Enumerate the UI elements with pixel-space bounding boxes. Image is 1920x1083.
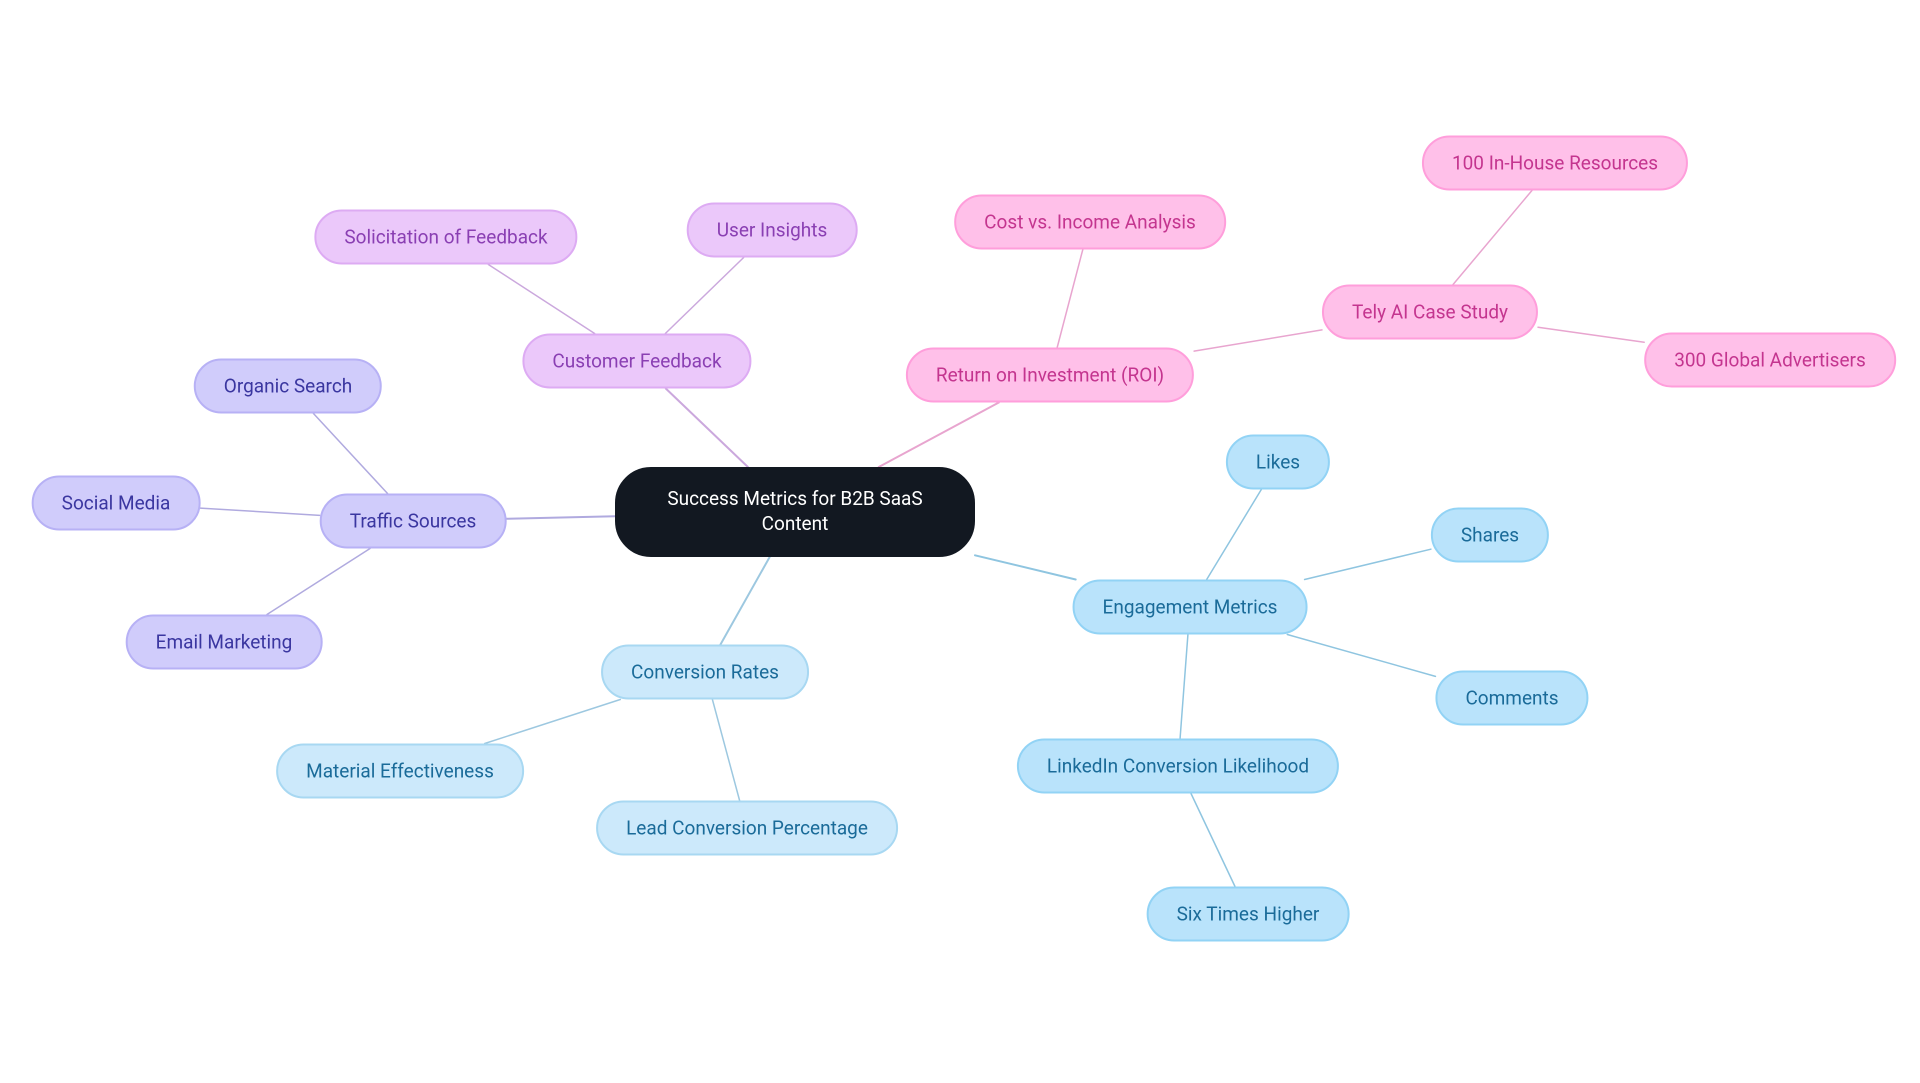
edge-conversion-leadconv — [712, 700, 739, 801]
node-email: Email Marketing — [126, 615, 323, 670]
edge-tely-advertisers — [1538, 327, 1644, 342]
node-cost: Cost vs. Income Analysis — [954, 195, 1226, 250]
node-insights: User Insights — [687, 203, 858, 258]
edge-root-conversion — [720, 557, 769, 645]
node-shares: Shares — [1431, 508, 1549, 563]
edge-engagement-shares — [1305, 549, 1431, 579]
edge-traffic-email — [267, 549, 370, 615]
node-sixtimes: Six Times Higher — [1147, 887, 1350, 942]
node-tely: Tely AI Case Study — [1322, 285, 1538, 340]
edge-traffic-social — [200, 508, 319, 515]
node-social: Social Media — [32, 476, 201, 531]
node-leadconv: Lead Conversion Percentage — [596, 801, 898, 856]
node-traffic: Traffic Sources — [320, 494, 507, 549]
edge-engagement-linkedin — [1180, 635, 1188, 739]
node-linkedin: LinkedIn Conversion Likelihood — [1017, 739, 1339, 794]
edge-conversion-mateff — [485, 700, 621, 744]
node-feedback: Customer Feedback — [522, 334, 751, 389]
node-engagement: Engagement Metrics — [1073, 580, 1308, 635]
node-advertisers: 300 Global Advertisers — [1644, 333, 1896, 388]
edge-root-engagement — [975, 555, 1076, 579]
edge-root-roi — [879, 403, 999, 468]
node-likes: Likes — [1226, 435, 1330, 490]
edge-engagement-comments — [1287, 635, 1435, 677]
edge-tely-inhouse — [1453, 191, 1532, 285]
edge-engagement-likes — [1207, 490, 1262, 580]
node-organic: Organic Search — [194, 359, 382, 414]
edge-root-feedback — [666, 389, 748, 468]
edge-root-traffic — [506, 516, 615, 519]
node-comments: Comments — [1435, 671, 1588, 726]
node-conversion: Conversion Rates — [601, 645, 809, 700]
node-root: Success Metrics for B2B SaaS Content — [615, 467, 975, 557]
edge-roi-cost — [1057, 250, 1083, 348]
edge-roi-tely — [1194, 330, 1322, 351]
edge-linkedin-sixtimes — [1191, 794, 1235, 887]
node-mateff: Material Effectiveness — [276, 744, 524, 799]
edge-traffic-organic — [313, 414, 387, 494]
node-solicit: Solicitation of Feedback — [314, 210, 577, 265]
node-roi: Return on Investment (ROI) — [906, 348, 1194, 403]
edge-feedback-insights — [665, 258, 743, 334]
node-inhouse: 100 In-House Resources — [1422, 136, 1688, 191]
edge-feedback-solicit — [488, 265, 594, 334]
